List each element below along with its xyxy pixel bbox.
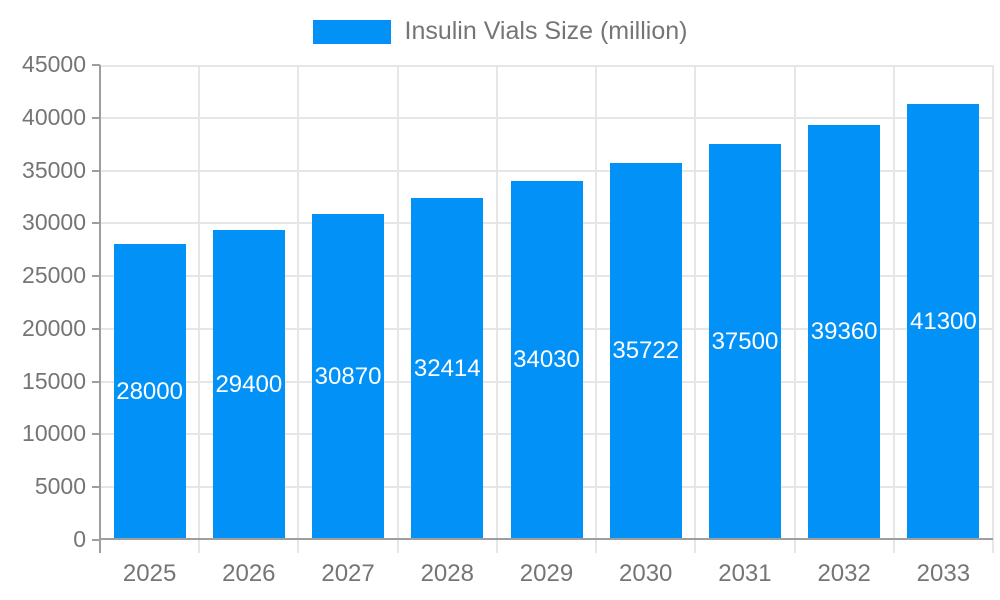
bar[interactable]: 37500: [708, 144, 781, 540]
legend-label: Insulin Vials Size (million): [404, 17, 688, 45]
y-tick: [92, 116, 100, 119]
y-tick-label: 5000: [34, 473, 86, 500]
x-tick: [892, 540, 895, 553]
y-tick: [92, 64, 100, 66]
bar[interactable]: 41300: [907, 104, 980, 540]
x-tick: [495, 540, 498, 553]
bar[interactable]: 35722: [609, 162, 682, 540]
bar-value-label: 30870: [314, 363, 382, 391]
bar-value-label: 32414: [413, 354, 481, 382]
x-tick-label: 2026: [222, 560, 276, 587]
x-gridline: [793, 65, 796, 540]
bar-value-label: 41300: [910, 308, 977, 336]
x-gridline: [992, 65, 994, 540]
bar-value-label: 37500: [711, 328, 779, 356]
legend: Insulin Vials Size (million): [0, 17, 1000, 46]
y-tick: [92, 275, 100, 278]
x-tick: [198, 540, 201, 553]
bar[interactable]: 34030: [510, 180, 583, 540]
y-gridline: [100, 169, 993, 172]
bar-value-label: 39360: [810, 318, 878, 346]
y-tick-label: 25000: [22, 262, 86, 289]
y-tick: [92, 380, 100, 383]
bar-value-label: 28000: [116, 378, 183, 406]
x-tick: [992, 540, 994, 553]
x-tick: [793, 540, 796, 553]
y-tick-label: 0: [73, 526, 86, 552]
y-tick: [92, 539, 100, 541]
x-gridline: [297, 65, 300, 540]
y-tick-label: 20000: [22, 314, 86, 341]
y-tick: [92, 433, 100, 436]
x-gridline: [694, 65, 697, 540]
y-tick: [92, 222, 100, 225]
x-tick: [396, 540, 399, 553]
y-tick-label: 45000: [22, 51, 86, 77]
x-tick: [297, 540, 300, 553]
x-tick-label: 2030: [619, 560, 673, 587]
bar-value-label: 34030: [513, 346, 580, 374]
bar[interactable]: 28000: [113, 244, 186, 540]
y-gridline: [100, 116, 993, 119]
x-tick-label: 2028: [420, 560, 474, 587]
x-tick-label: 2025: [122, 560, 177, 587]
x-tick-label: 2029: [519, 560, 574, 587]
y-tick: [92, 327, 100, 330]
x-gridline: [495, 65, 498, 540]
x-gridline: [892, 65, 895, 540]
x-gridline: [396, 65, 399, 540]
y-tick: [92, 169, 100, 172]
bar-value-label: 29400: [215, 370, 283, 398]
plot-area: 28000 29400 30870 32414 34030 35722 37500 39360…: [100, 65, 994, 540]
bar[interactable]: 32414: [411, 197, 484, 540]
y-gridline: [100, 65, 993, 67]
x-tick-label: 2032: [817, 560, 871, 587]
x-tick: [595, 540, 598, 553]
x-tick-label: 2033: [916, 560, 971, 587]
bar[interactable]: 29400: [212, 229, 285, 540]
y-tick-label: 40000: [22, 103, 86, 130]
bar[interactable]: 39360: [808, 124, 881, 540]
bar-value-label: 35722: [612, 337, 680, 365]
y-tick-label: 15000: [22, 367, 86, 394]
bar[interactable]: 30870: [312, 214, 385, 540]
y-axis-line: [99, 65, 101, 553]
x-tick-label: 2027: [321, 560, 375, 587]
x-gridline: [595, 65, 598, 540]
x-tick-label: 2031: [718, 560, 772, 587]
y-tick: [92, 486, 100, 489]
y-tick-label: 35000: [22, 156, 86, 183]
y-tick-label: 30000: [22, 209, 86, 236]
x-gridline: [198, 65, 201, 540]
x-tick: [694, 540, 697, 553]
x-axis-line: [100, 538, 993, 540]
legend-swatch: [312, 19, 391, 44]
y-tick-label: 10000: [22, 420, 86, 447]
